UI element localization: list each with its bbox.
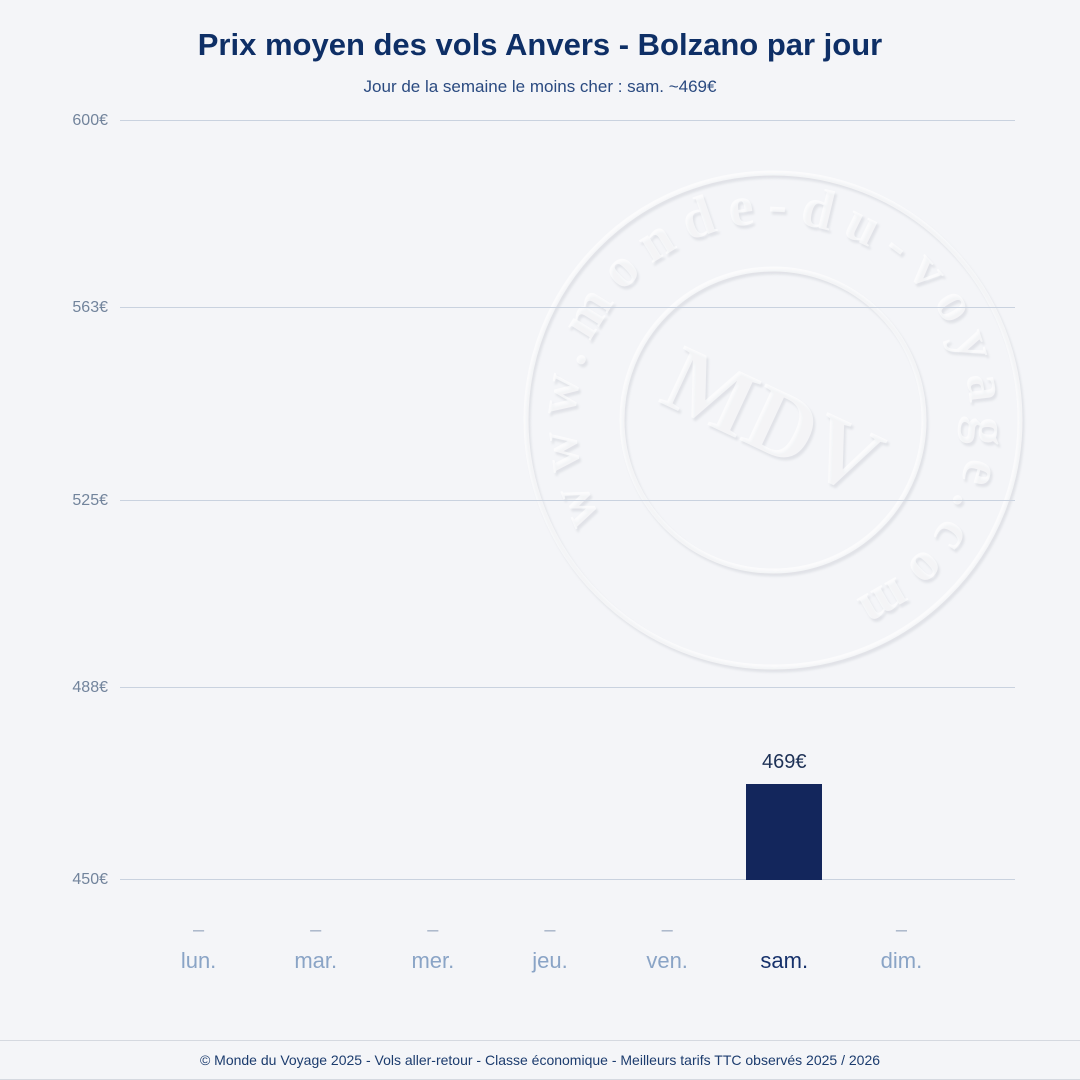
footer: © Monde du Voyage 2025 - Vols aller-reto… <box>0 1040 1080 1080</box>
no-data-row: – – – – – – <box>140 918 960 942</box>
bar-cell-dim <box>843 121 960 880</box>
gridline <box>120 120 1015 121</box>
x-tick-dim: dim. <box>880 948 923 973</box>
bar-cell-lun <box>140 121 257 880</box>
bar-cell-ven <box>609 121 726 880</box>
y-axis-tick-label: 525€ <box>72 491 108 509</box>
bar-cell-sam: 469€ <box>726 121 843 880</box>
plot-area: 450€ 488€ 525€ 563€ 600€ <box>72 113 1015 888</box>
x-tick-jeu: jeu. <box>532 948 568 973</box>
bar-sam[interactable] <box>746 783 823 880</box>
chart-title: Prix moyen des vols Anvers - Bolzano par… <box>197 27 883 62</box>
bar-value-label: 469€ <box>762 750 807 773</box>
x-tick-mer: mer. <box>411 948 455 973</box>
no-data-marker: – <box>895 919 907 941</box>
gridline <box>120 879 1015 880</box>
no-data-marker: – <box>661 919 673 941</box>
bar-cell-mer <box>374 121 491 880</box>
x-tick-lun: lun. <box>180 948 217 973</box>
no-data-marker: – <box>427 919 439 941</box>
x-tick-mar: mar. <box>294 948 338 973</box>
no-data-marker: – <box>544 919 556 941</box>
y-axis-tick-label: 488€ <box>72 678 108 696</box>
no-data-marker-empty <box>726 918 843 942</box>
y-axis-tick-label: 563€ <box>72 299 108 317</box>
gridline <box>120 686 1015 688</box>
no-data-marker: – <box>193 919 205 941</box>
chart-subtitle: Jour de la semaine le moins cher : sam. … <box>363 77 717 96</box>
x-tick-sam: sam. <box>760 948 809 973</box>
gridline <box>120 307 1015 309</box>
gridline <box>120 499 1015 501</box>
y-axis-tick-label: 450€ <box>72 871 108 888</box>
bar-cell-jeu <box>491 121 608 880</box>
x-tick-ven: ven. <box>646 948 688 973</box>
bar-cell-mar <box>257 121 374 880</box>
no-data-marker: – <box>310 919 322 941</box>
footer-text: © Monde du Voyage 2025 - Vols aller-reto… <box>199 1052 881 1068</box>
y-axis-tick-label: 600€ <box>72 112 108 129</box>
x-axis-labels: lun. mar. mer. jeu. ven. sam. dim. <box>140 946 960 976</box>
bars-layer: 469€ <box>140 121 960 880</box>
